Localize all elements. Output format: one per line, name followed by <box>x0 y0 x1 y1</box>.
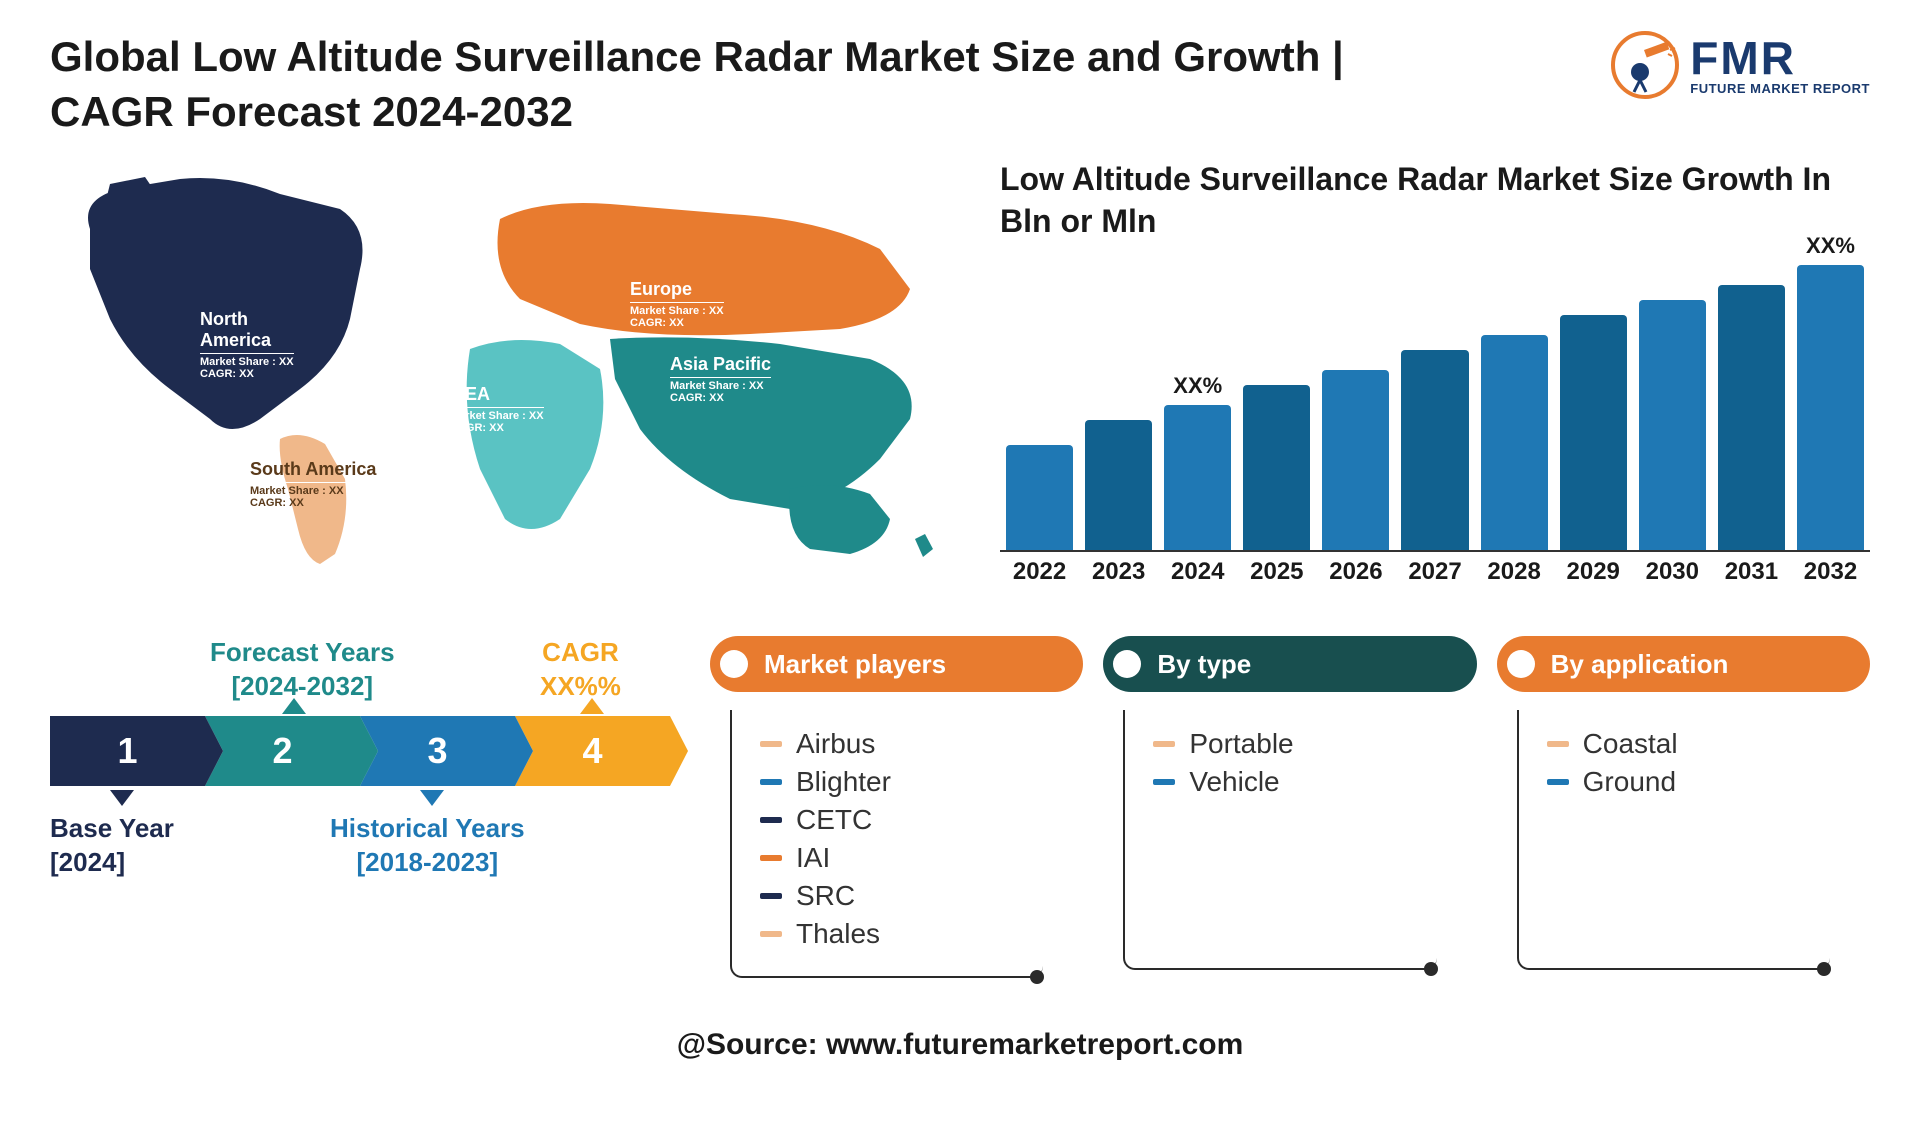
segment-header: Market players <box>710 636 1083 692</box>
year-label: 2027 <box>1401 558 1468 586</box>
bar-2028 <box>1481 335 1548 550</box>
segment-item: CETC <box>760 804 1023 836</box>
tick-icon <box>1547 779 1569 785</box>
logo-text: FMR <box>1690 35 1870 81</box>
page-title: Global Low Altitude Surveillance Radar M… <box>50 30 1350 139</box>
segment-item-label: Coastal <box>1583 728 1678 760</box>
chart-title: Low Altitude Surveillance Radar Market S… <box>1000 159 1870 242</box>
tick-icon <box>1547 741 1569 747</box>
segment-panel-2: By application Coastal Ground <box>1497 636 1870 978</box>
segment-header: By type <box>1103 636 1476 692</box>
segment-header-label: By type <box>1157 649 1251 680</box>
map-north-america <box>88 177 363 429</box>
segment-panel-0: Market players Airbus Blighter CETC IAI SRC Th… <box>710 636 1083 978</box>
segment-item: Blighter <box>760 766 1023 798</box>
year-label: 2028 <box>1481 558 1548 586</box>
bar-2031 <box>1718 285 1785 550</box>
year-label: 2029 <box>1560 558 1627 586</box>
map-nz <box>915 534 933 557</box>
segment-item-label: SRC <box>796 880 855 912</box>
year-label: 2026 <box>1322 558 1389 586</box>
segment-item-label: Ground <box>1583 766 1676 798</box>
segment-item: IAI <box>760 842 1023 874</box>
year-label: 2030 <box>1639 558 1706 586</box>
timeline-segment-2: 2 <box>205 716 360 786</box>
year-label: 2022 <box>1006 558 1073 586</box>
bar-2025 <box>1243 385 1310 550</box>
segment-header: By application <box>1497 636 1870 692</box>
year-label: 2032 <box>1797 558 1864 586</box>
year-label: 2024 <box>1164 558 1231 586</box>
tick-icon <box>760 855 782 861</box>
map-australia <box>789 485 890 554</box>
bar-2029 <box>1560 315 1627 550</box>
bar-2032: XX% <box>1797 265 1864 550</box>
year-label: 2023 <box>1085 558 1152 586</box>
segment-item: Ground <box>1547 766 1810 798</box>
tick-icon <box>1153 741 1175 747</box>
bar-2030 <box>1639 300 1706 550</box>
tick-icon <box>760 893 782 899</box>
segment-body: Coastal Ground <box>1517 710 1830 970</box>
segment-item-label: Airbus <box>796 728 875 760</box>
region-label-eu: EuropeMarket Share : XXCAGR: XX <box>630 279 724 329</box>
tick-icon <box>760 931 782 937</box>
growth-chart: Low Altitude Surveillance Radar Market S… <box>1000 159 1870 586</box>
year-label: 2031 <box>1718 558 1785 586</box>
timeline-segment-1: 1 <box>50 716 205 786</box>
forecast-annotation: Forecast Years[2024-2032] <box>210 636 395 704</box>
logo-subtitle: FUTURE MARKET REPORT <box>1690 81 1870 96</box>
bullet-icon <box>720 650 748 678</box>
segment-panel-1: By type Portable Vehicle <box>1103 636 1476 978</box>
segment-item-label: Thales <box>796 918 880 950</box>
telescope-icon <box>1610 30 1680 100</box>
segment-body: Airbus Blighter CETC IAI SRC Thales <box>730 710 1043 978</box>
cagr-annotation: CAGRXX%% <box>540 636 621 704</box>
bar-2023 <box>1085 420 1152 550</box>
source-attribution: @Source: www.futuremarketreport.com <box>50 1028 1870 1062</box>
region-label-sa: South AmericaMarket Share : XXCAGR: XX <box>250 459 376 509</box>
tick-icon <box>760 779 782 785</box>
segment-item: Airbus <box>760 728 1023 760</box>
bar-2026 <box>1322 370 1389 550</box>
segment-item-label: IAI <box>796 842 830 874</box>
segment-header-label: Market players <box>764 649 946 680</box>
logo: FMR FUTURE MARKET REPORT <box>1610 30 1870 100</box>
map-mea <box>467 340 604 529</box>
segment-item-label: Vehicle <box>1189 766 1279 798</box>
segment-item: Coastal <box>1547 728 1810 760</box>
timeline-segment-3: 3 <box>360 716 515 786</box>
segment-header-label: By application <box>1551 649 1729 680</box>
bar-2022 <box>1006 445 1073 550</box>
region-label-ap: Asia PacificMarket Share : XXCAGR: XX <box>670 354 771 404</box>
segment-body: Portable Vehicle <box>1123 710 1436 970</box>
segment-item-label: Blighter <box>796 766 891 798</box>
segment-item-label: Portable <box>1189 728 1293 760</box>
historical-annotation: Historical Years[2018-2023] <box>330 812 525 880</box>
segment-item: Thales <box>760 918 1023 950</box>
bullet-icon <box>1507 650 1535 678</box>
segment-item-label: CETC <box>796 804 872 836</box>
tick-icon <box>1153 779 1175 785</box>
segment-item: SRC <box>760 880 1023 912</box>
timeline: Forecast Years[2024-2032] CAGRXX%% 1234 … <box>50 636 670 786</box>
tick-icon <box>760 817 782 823</box>
bar-label: XX% <box>1806 233 1855 259</box>
bar-2027 <box>1401 350 1468 550</box>
bullet-icon <box>1113 650 1141 678</box>
segment-item: Portable <box>1153 728 1416 760</box>
bar-2024: XX% <box>1164 405 1231 550</box>
region-label-na: NorthAmericaMarket Share : XXCAGR: XX <box>200 309 294 380</box>
bar-label: XX% <box>1173 373 1222 399</box>
timeline-segment-4: 4 <box>515 716 670 786</box>
region-label-mea: MEAMarket Share : XXCAGR: XX <box>450 384 544 434</box>
world-map: NorthAmericaMarket Share : XXCAGR: XX Sou… <box>50 159 970 569</box>
year-label: 2025 <box>1243 558 1310 586</box>
segment-item: Vehicle <box>1153 766 1416 798</box>
tick-icon <box>760 741 782 747</box>
base-annotation: Base Year[2024] <box>50 812 174 880</box>
